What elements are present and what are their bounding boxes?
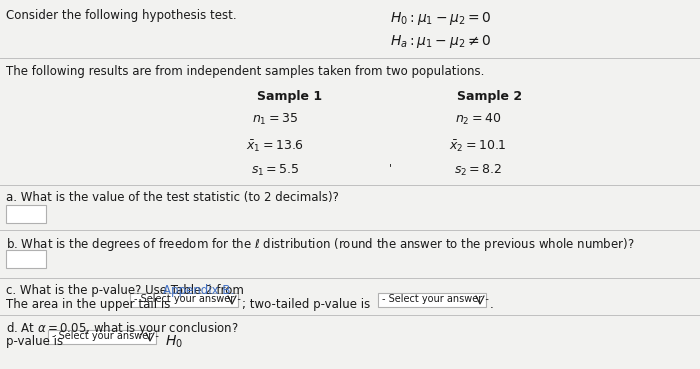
Text: p-value is: p-value is bbox=[6, 335, 63, 348]
Text: $s_1 = 5.5$: $s_1 = 5.5$ bbox=[251, 163, 300, 178]
Text: $\bar{x}_2 = 10.1$: $\bar{x}_2 = 10.1$ bbox=[449, 138, 507, 154]
Text: $H_0 : \mu_1 - \mu_2 = 0$: $H_0 : \mu_1 - \mu_2 = 0$ bbox=[390, 10, 492, 27]
Bar bbox=[6, 205, 46, 223]
Text: $H_a : \mu_1 - \mu_2 \neq 0$: $H_a : \mu_1 - \mu_2 \neq 0$ bbox=[390, 33, 491, 50]
Text: The area in the upper tail is: The area in the upper tail is bbox=[6, 298, 170, 311]
Text: - Select your answer -: - Select your answer - bbox=[134, 294, 241, 304]
Text: ': ' bbox=[389, 163, 391, 173]
Text: a. What is the value of the test statistic (to 2 decimals)?: a. What is the value of the test statist… bbox=[6, 191, 339, 204]
Text: Consider the following hypothesis test.: Consider the following hypothesis test. bbox=[6, 9, 237, 22]
Text: d. At $\alpha = 0.05$, what is your conclusion?: d. At $\alpha = 0.05$, what is your conc… bbox=[6, 320, 239, 337]
Text: $s_2 = 8.2$: $s_2 = 8.2$ bbox=[454, 163, 502, 178]
Bar bbox=[6, 250, 46, 268]
Text: Appendix B.: Appendix B. bbox=[163, 284, 235, 297]
Bar bbox=[130, 293, 238, 307]
Text: $n_1 = 35$: $n_1 = 35$ bbox=[252, 112, 298, 127]
Text: .: . bbox=[490, 298, 493, 311]
Text: - Select your answer -: - Select your answer - bbox=[52, 331, 159, 341]
Text: $H_0$: $H_0$ bbox=[165, 334, 183, 351]
Text: $n_2 = 40$: $n_2 = 40$ bbox=[455, 112, 501, 127]
Text: c. What is the p-value? Use Table 2 from: c. What is the p-value? Use Table 2 from bbox=[6, 284, 248, 297]
Text: ; two-tailed p-value is: ; two-tailed p-value is bbox=[242, 298, 370, 311]
Bar bbox=[378, 293, 486, 307]
Text: $\bar{x}_1 = 13.6$: $\bar{x}_1 = 13.6$ bbox=[246, 138, 304, 154]
Text: The following results are from independent samples taken from two populations.: The following results are from independe… bbox=[6, 65, 484, 78]
Text: - Select your answer -: - Select your answer - bbox=[382, 294, 489, 304]
Bar bbox=[48, 330, 156, 344]
Text: Sample 1: Sample 1 bbox=[258, 90, 323, 103]
Text: b. What is the degrees of freedom for the $\ell$ distribution (round the answer : b. What is the degrees of freedom for th… bbox=[6, 236, 634, 253]
Text: Sample 2: Sample 2 bbox=[457, 90, 523, 103]
